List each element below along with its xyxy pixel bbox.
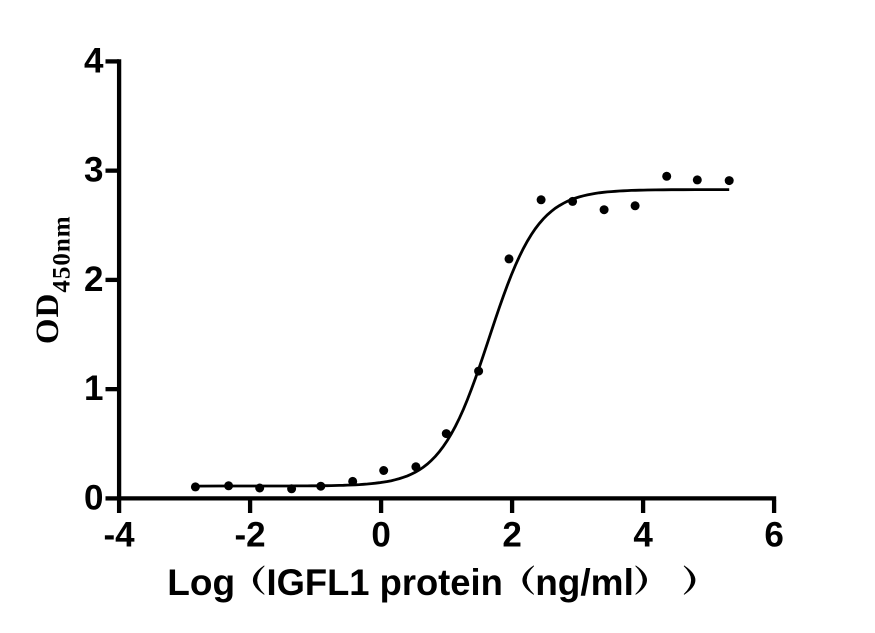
svg-text:3: 3 bbox=[84, 151, 103, 190]
svg-text:-4: -4 bbox=[104, 515, 136, 554]
svg-text:2: 2 bbox=[502, 515, 521, 554]
svg-text:2: 2 bbox=[84, 260, 103, 299]
svg-text:4: 4 bbox=[84, 41, 104, 80]
svg-text:Log: Log bbox=[167, 562, 235, 603]
svg-text:0: 0 bbox=[84, 478, 103, 517]
svg-text:ng/ml: ng/ml bbox=[535, 562, 634, 603]
svg-text:4: 4 bbox=[633, 515, 653, 554]
svg-text:6: 6 bbox=[764, 515, 783, 554]
svg-text:0: 0 bbox=[371, 515, 390, 554]
svg-text:1: 1 bbox=[84, 369, 103, 408]
svg-text:-2: -2 bbox=[235, 515, 266, 554]
svg-text:IGFL1 protein: IGFL1 protein bbox=[267, 562, 503, 603]
